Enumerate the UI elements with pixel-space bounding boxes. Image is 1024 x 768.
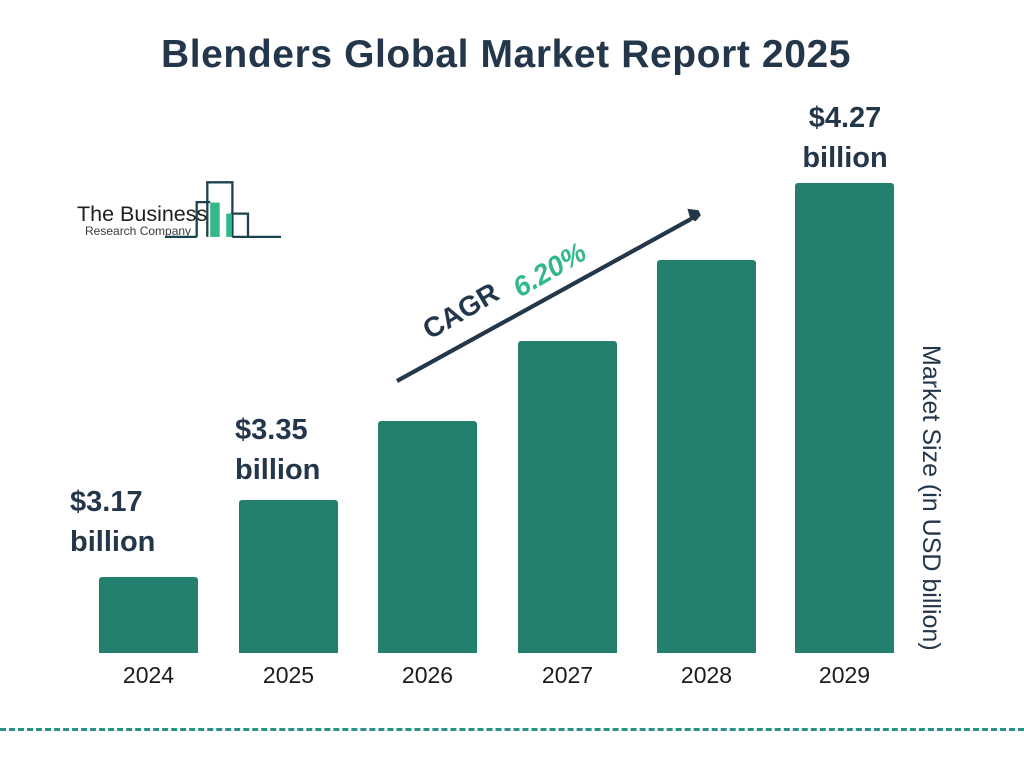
svg-text:Research Company: Research Company — [85, 224, 191, 238]
svg-text:The Business: The Business — [77, 202, 207, 226]
svg-text:6.20%: 6.20% — [507, 236, 591, 303]
svg-text:CAGR: CAGR — [417, 277, 504, 346]
